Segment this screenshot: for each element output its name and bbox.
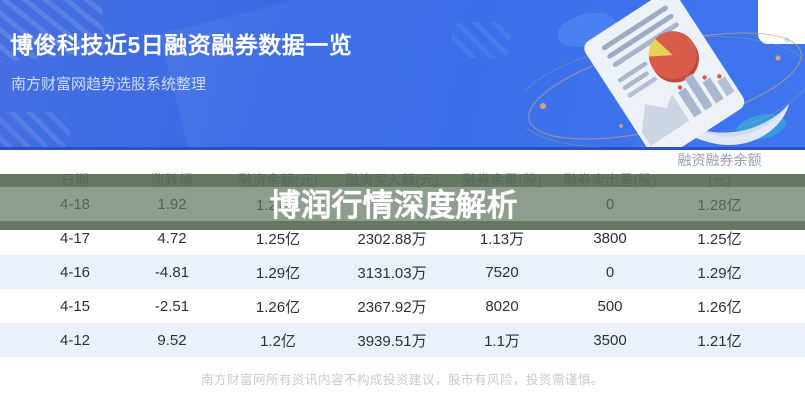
table-row: 4-17 4.72 1.25亿 2302.88万 1.13万 3800 1.25… xyxy=(0,221,805,255)
cell-short-volume: 1.13万 xyxy=(479,230,525,248)
cell-change: -2.51 xyxy=(154,297,190,315)
cell-short-sell: 0 xyxy=(605,263,615,281)
column-header-date: 日期 xyxy=(61,172,89,188)
column-header-short-sell: 融券卖出量(股) xyxy=(563,172,657,188)
cell-change: 1.92 xyxy=(157,195,187,213)
cell-change: 9.52 xyxy=(157,331,187,349)
cell-total-balance: 1.26亿 xyxy=(697,298,742,316)
cell-buy-amount: 2302.88万 xyxy=(357,230,427,248)
cell-total-balance: 1.25亿 xyxy=(697,230,742,248)
cell-total-balance: 1.28亿 xyxy=(697,196,742,214)
paper-curl xyxy=(675,104,789,145)
column-header-total-balance: 融资融券余额(元) xyxy=(677,152,762,188)
column-header-buy-amount: 融资买入额(元) xyxy=(345,172,439,188)
cell-margin-balance: 1.25亿 xyxy=(255,230,301,248)
disclaimer-text: 南方财富网所有资讯内容不构成投资建议，股市有风险，投资需谨慎。 xyxy=(200,373,604,387)
cell-short-sell: 500 xyxy=(597,297,623,315)
cell-margin-balance: 1.29亿 xyxy=(255,264,301,282)
column-header-margin-balance: 融资余额(元) xyxy=(238,172,318,188)
page-title: 博俊科技近5日融资融券数据一览 xyxy=(10,32,353,58)
cell-total-balance: 1.21亿 xyxy=(697,332,742,350)
cell-short-volume: 1.1万 xyxy=(484,332,520,350)
pie-chart-icon xyxy=(648,31,700,83)
cell-total-balance: 1.29亿 xyxy=(697,264,742,282)
cell-short-sell: 0 xyxy=(605,195,615,213)
cell-buy-amount: 2367.92万 xyxy=(357,298,427,316)
cell-short-sell: 3800 xyxy=(593,229,627,247)
cell-date: 4-15 xyxy=(59,297,91,315)
cell-date: 4-12 xyxy=(59,331,91,349)
page-subtitle: 南方财富网趋势选股系统整理 xyxy=(11,76,207,93)
column-header-change: 涨跌幅 xyxy=(151,172,193,188)
report-document-illustration xyxy=(525,0,805,147)
cell-short-volume: 8020 xyxy=(485,297,519,315)
table-row: 4-12 9.52 1.2亿 3939.51万 1.1万 3500 1.21亿 xyxy=(0,323,805,357)
cell-date: 4-16 xyxy=(59,263,91,281)
cell-buy-amount: 3939.51万 xyxy=(357,332,427,350)
cell-margin-balance: 1.27亿 xyxy=(255,196,301,214)
footer: 南方财富网所有资讯内容不构成投资建议，股市有风险，投资需谨慎。 xyxy=(0,357,805,400)
table-header-row: 日期 涨跌幅 融资余额(元) 融资买入额(元) 融券余量(股) 融券卖出量(股)… xyxy=(0,150,805,188)
banner: 博俊科技近5日融资融券数据一览 南方财富网趋势选股系统整理 xyxy=(0,0,805,150)
column-header-short-volume: 融券余量(股) xyxy=(462,172,542,188)
cell-change: 4.72 xyxy=(157,229,187,247)
cell-short-volume: 7520 xyxy=(485,263,519,281)
bar-chart-icon xyxy=(677,71,735,118)
table-row: 4-16 -4.81 1.29亿 3131.03万 7520 0 1.29亿 xyxy=(0,255,805,289)
table-row: 4-15 -2.51 1.26亿 2367.92万 8020 500 1.26亿 xyxy=(0,289,805,323)
cell-short-sell: 3500 xyxy=(593,331,627,349)
cell-date: 4-17 xyxy=(59,229,91,247)
cell-margin-balance: 1.26亿 xyxy=(255,298,301,316)
decor-stripes-bottom-left xyxy=(0,112,70,147)
cell-change: -4.81 xyxy=(154,263,190,281)
cell-date: 4-18 xyxy=(59,195,91,213)
cell-buy-amount: 3131.03万 xyxy=(357,264,427,282)
decor-stripes-center xyxy=(452,22,510,58)
cell-margin-balance: 1.2亿 xyxy=(260,332,296,350)
mountain-shape xyxy=(641,93,690,146)
